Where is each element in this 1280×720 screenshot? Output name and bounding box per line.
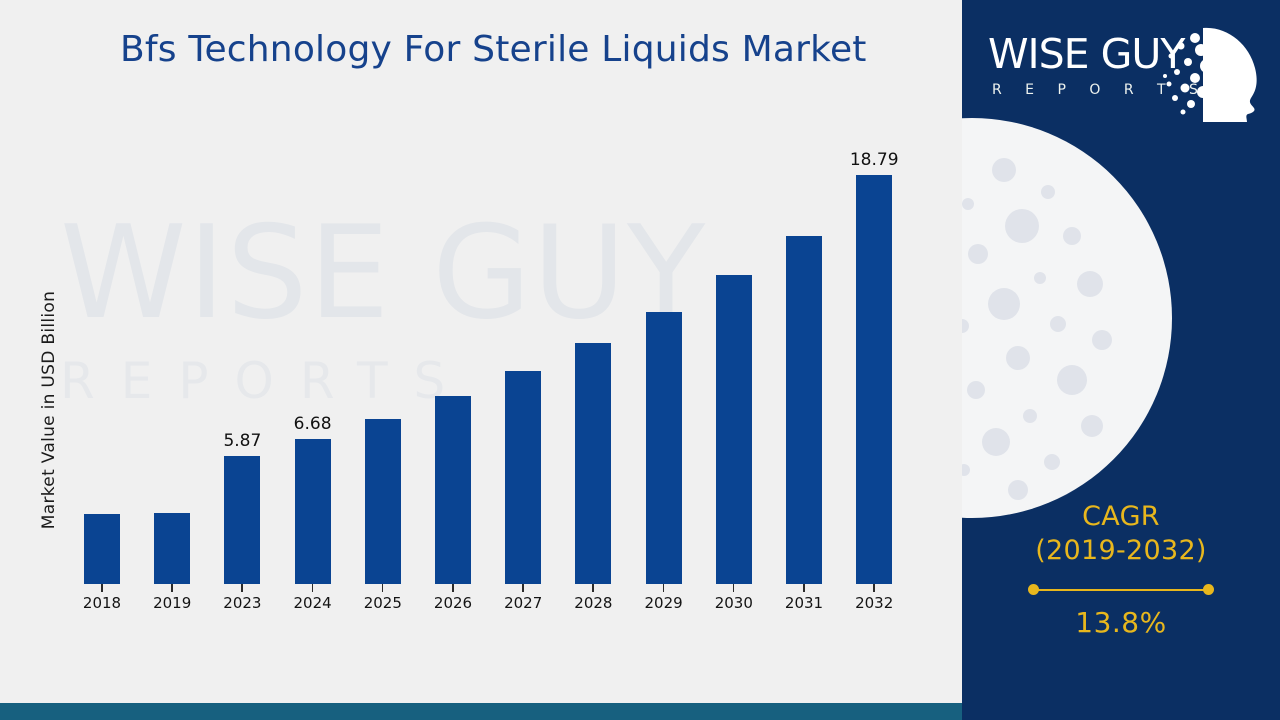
- bar-chart: Market Value in USD Billion 2018 2019 5.87…: [39, 150, 899, 612]
- axis-tick: [873, 584, 875, 592]
- x-axis-label-2029: 2029: [644, 594, 683, 612]
- x-axis-label-2032: 2032: [855, 594, 894, 612]
- axis-tick: [171, 584, 173, 592]
- x-axis-label-2031: 2031: [784, 594, 824, 612]
- bottom-accent-strip: [0, 703, 962, 720]
- divider-dot-left: [1028, 583, 1039, 595]
- x-axis-label-2019: 2019: [153, 594, 192, 612]
- x-axis-label-2024: 2024: [293, 594, 332, 612]
- bar-2030: [715, 275, 752, 584]
- bar-2031: [786, 236, 822, 584]
- axis-tick: [522, 584, 524, 592]
- x-axis-label-2026: 2026: [433, 594, 473, 612]
- axis-tick: [452, 584, 454, 592]
- head-profile-dots-icon: [1163, 27, 1257, 122]
- axis-tick: [101, 584, 103, 592]
- axis-tick: [241, 584, 243, 592]
- bar-2025: [364, 418, 401, 584]
- divider-line: [1034, 588, 1208, 591]
- bar-2026: [435, 395, 471, 584]
- axis-tick: [311, 584, 314, 592]
- molecule-dots-pattern: [962, 158, 1112, 500]
- logo-subtitle: R E P O R T S: [992, 82, 1208, 98]
- axis-tick: [662, 584, 665, 592]
- bar-2028: [575, 342, 612, 584]
- chart-area: WISE GUY REPORTS Bfs Technology For Ster…: [0, 29, 962, 720]
- cagr-period: (2019-2032): [1035, 534, 1207, 566]
- cagr-divider: [1028, 583, 1214, 596]
- bar-2023: [224, 456, 261, 584]
- bar-2019: [154, 513, 191, 584]
- bar-2032: [856, 175, 893, 584]
- axis-tick: [592, 584, 594, 592]
- bar-2029: [645, 312, 682, 584]
- x-axis-label-2025: 2025: [363, 594, 402, 612]
- cagr-value: 13.8%: [1075, 605, 1167, 639]
- y-axis-title: Market Value in USD Billion: [39, 290, 59, 530]
- wiseguy-logo: WISE GUY R E P O R T S: [982, 26, 1262, 122]
- bar-2018: [84, 514, 120, 584]
- bar-2024: [294, 438, 331, 584]
- axis-tick: [381, 584, 384, 592]
- axis-tick: [732, 584, 735, 592]
- x-axis-label-2028: 2028: [574, 594, 613, 612]
- bar-2027: [505, 370, 542, 584]
- logo-wordmark: WISE GUY: [988, 30, 1185, 78]
- page-title: Bfs Technology For Sterile Liquids Marke…: [120, 29, 867, 70]
- bar-value-2024: 6.68: [293, 413, 332, 434]
- x-axis-label-2018: 2018: [82, 594, 122, 612]
- x-axis-label-2027: 2027: [504, 594, 543, 612]
- bar-value-2023: 5.87: [223, 431, 262, 452]
- cagr-label: CAGR: [1082, 501, 1160, 532]
- x-axis-label-2023: 2023: [223, 594, 262, 612]
- bar-value-2032: 18.79: [849, 150, 899, 171]
- x-axis-label-2030: 2030: [714, 594, 753, 612]
- divider-dot-right: [1203, 583, 1214, 595]
- brand-panel: WISE GUY R E P O R T S: [962, 0, 1280, 720]
- cagr-block: CAGR (2019-2032) 13.8%: [962, 500, 1280, 639]
- axis-tick: [803, 584, 805, 592]
